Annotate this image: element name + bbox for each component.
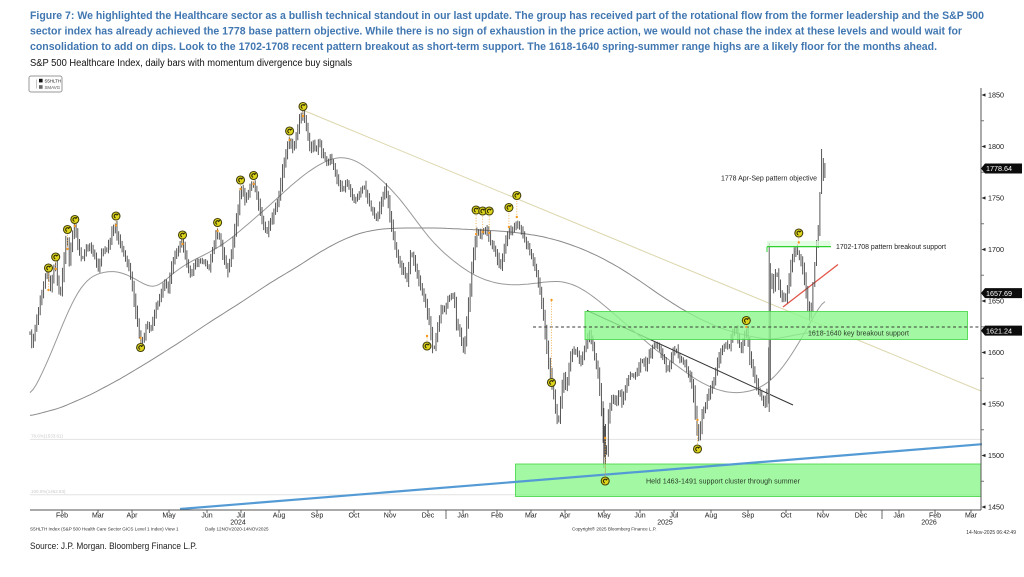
svg-text:1750: 1750 bbox=[988, 194, 1004, 203]
svg-text:Jun: Jun bbox=[201, 513, 212, 520]
svg-text:Feb: Feb bbox=[929, 513, 941, 520]
svg-text:Feb: Feb bbox=[56, 513, 68, 520]
svg-text:Nov: Nov bbox=[384, 513, 397, 520]
svg-text:14-Nov-2025 06:42:49: 14-Nov-2025 06:42:49 bbox=[966, 530, 1016, 536]
svg-text:S5HLTH: S5HLTH bbox=[45, 78, 62, 83]
svg-text:1450: 1450 bbox=[988, 503, 1004, 512]
svg-text:1850: 1850 bbox=[988, 91, 1004, 100]
svg-text:Jul: Jul bbox=[670, 513, 679, 520]
svg-text:Jan: Jan bbox=[457, 513, 468, 520]
svg-text:1600: 1600 bbox=[988, 348, 1004, 357]
svg-text:Sep: Sep bbox=[311, 513, 324, 520]
svg-text:consolidation to add on dips.: consolidation to add on dips. Look to th… bbox=[30, 41, 937, 53]
svg-text:1800: 1800 bbox=[988, 142, 1004, 151]
svg-text:Jun: Jun bbox=[634, 513, 645, 520]
svg-text:1778 Apr-Sep pattern objective: 1778 Apr-Sep pattern objective bbox=[721, 176, 817, 183]
svg-text:1500: 1500 bbox=[988, 451, 1004, 460]
svg-text:1650: 1650 bbox=[988, 297, 1004, 306]
svg-text:Held 1463-1491 support cluster: Held 1463-1491 support cluster through s… bbox=[646, 479, 801, 486]
svg-text:Nov: Nov bbox=[817, 513, 830, 520]
svg-text:78.6%(1533.61): 78.6%(1533.61) bbox=[31, 434, 64, 439]
svg-text:Jul: Jul bbox=[237, 513, 246, 520]
svg-text:2024: 2024 bbox=[230, 520, 246, 527]
svg-text:Aug: Aug bbox=[705, 513, 718, 520]
svg-text:S&P 500 Healthcare Index, dail: S&P 500 Healthcare Index, daily bars wit… bbox=[30, 58, 352, 69]
svg-text:Dec: Dec bbox=[855, 513, 868, 520]
svg-text:May: May bbox=[597, 513, 611, 520]
svg-text:S5HLTH Index (S&P 500 Health C: S5HLTH Index (S&P 500 Health Care Sector… bbox=[30, 527, 179, 532]
svg-text:100.0%(1462.83): 100.0%(1462.83) bbox=[31, 489, 66, 494]
svg-text:Oct: Oct bbox=[349, 513, 360, 520]
svg-text:Mar: Mar bbox=[525, 513, 538, 520]
svg-text:Dec: Dec bbox=[422, 513, 435, 520]
svg-text:Apr: Apr bbox=[127, 513, 139, 520]
svg-text:Daily 12NOV2020-14NOV2025: Daily 12NOV2020-14NOV2025 bbox=[205, 527, 269, 532]
svg-text:Source: J.P. Morgan. Bloomberg: Source: J.P. Morgan. Bloomberg Finance L… bbox=[30, 541, 197, 551]
svg-text:Apr: Apr bbox=[560, 513, 572, 520]
svg-text:Aug: Aug bbox=[273, 513, 286, 520]
svg-text:2025: 2025 bbox=[657, 520, 673, 527]
svg-text:Oct: Oct bbox=[781, 513, 792, 520]
svg-text:sector index has already achie: sector index has already achieved the 17… bbox=[30, 26, 963, 38]
svg-text:Jan: Jan bbox=[893, 513, 904, 520]
svg-text:Mar: Mar bbox=[92, 513, 105, 520]
svg-text:SMAVG: SMAVG bbox=[45, 85, 61, 90]
svg-text:2026: 2026 bbox=[921, 520, 937, 527]
svg-text:1778.64: 1778.64 bbox=[986, 164, 1012, 173]
svg-text:Feb: Feb bbox=[491, 513, 503, 520]
svg-text:1550: 1550 bbox=[988, 400, 1004, 409]
svg-text:Sep: Sep bbox=[742, 513, 755, 520]
svg-text:May: May bbox=[162, 513, 176, 520]
svg-text:1657.69: 1657.69 bbox=[986, 289, 1012, 298]
svg-text:1702-1708 pattern breakout sup: 1702-1708 pattern breakout support bbox=[836, 244, 946, 251]
svg-text:1700: 1700 bbox=[988, 245, 1004, 254]
svg-text:Mar: Mar bbox=[965, 513, 978, 520]
svg-text:1618-1640 key breakout support: 1618-1640 key breakout support bbox=[808, 331, 909, 338]
svg-text:Figure 7: We highlighted the H: Figure 7: We highlighted the Healthcare … bbox=[30, 10, 984, 22]
svg-text:1621.24: 1621.24 bbox=[986, 326, 1012, 335]
svg-text:Copyright® 2025 Bloomberg Fina: Copyright® 2025 Bloomberg Finance L.P. bbox=[572, 526, 657, 532]
